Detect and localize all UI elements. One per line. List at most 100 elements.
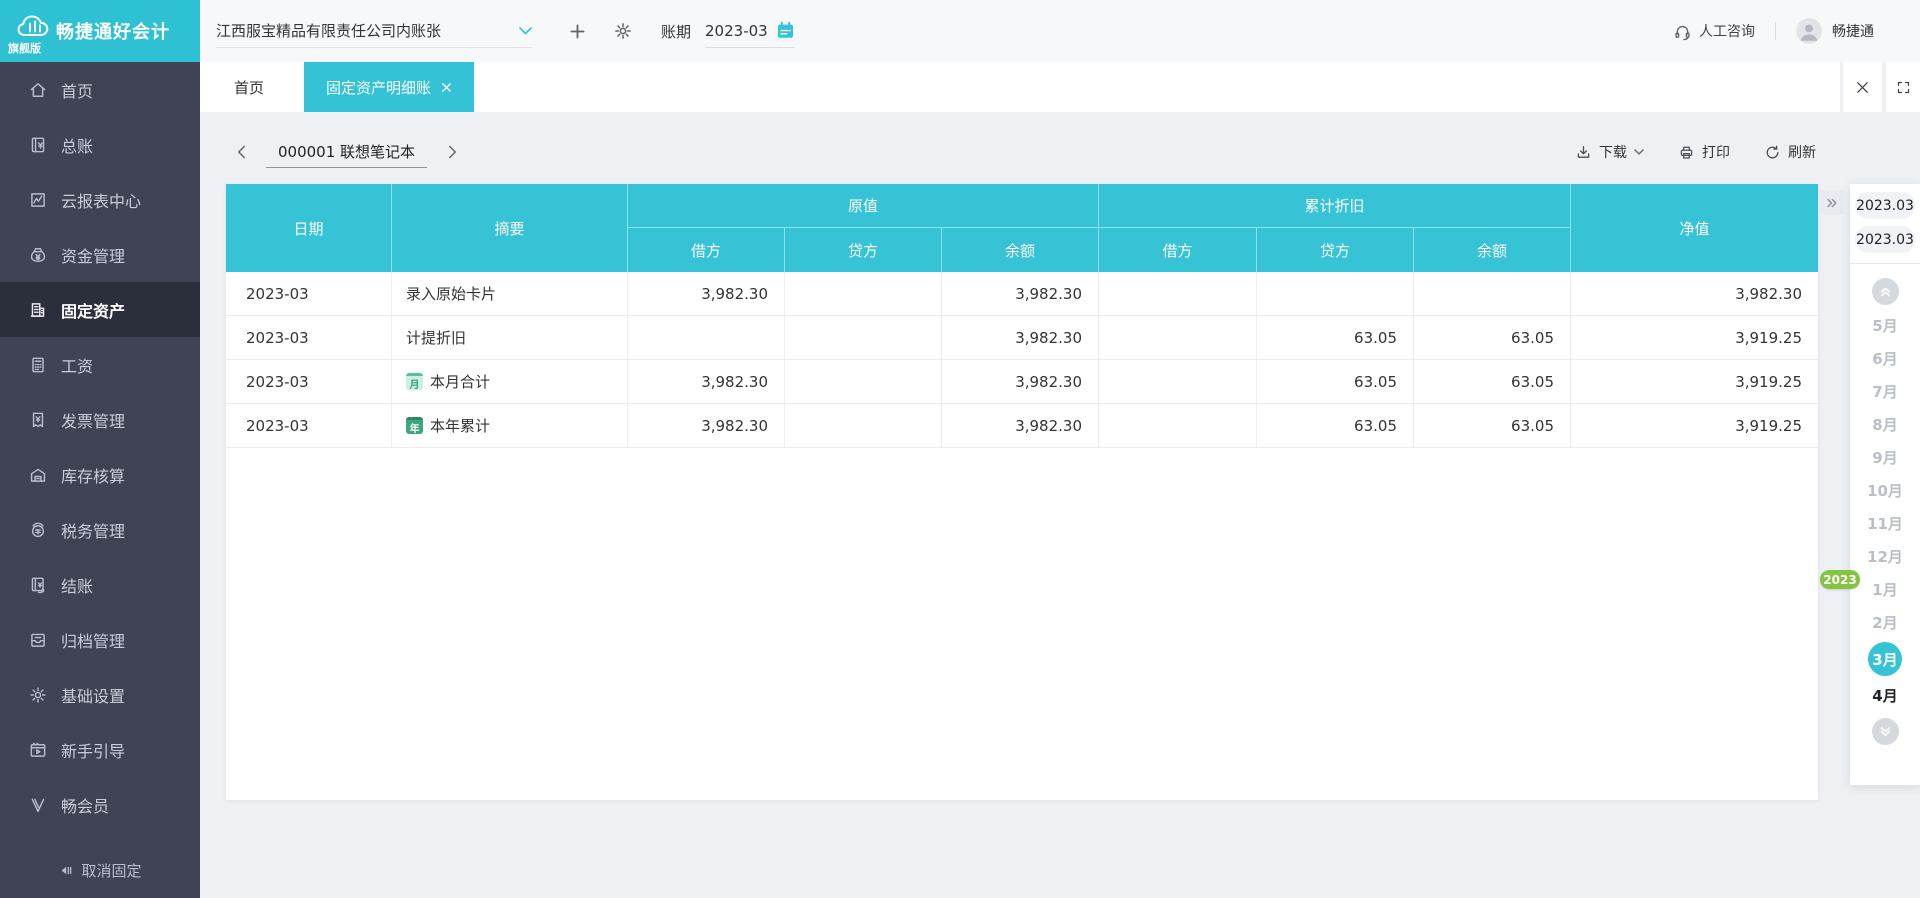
sidebar-item-member[interactable]: 畅会员 [0, 777, 200, 832]
month-item-9[interactable]: 9月 [1872, 449, 1898, 467]
sidebar-item-label: 总账 [61, 136, 94, 156]
cell-summary: 年 本年累计 [392, 404, 628, 447]
col-header-dep-credit: 贷方 [1257, 228, 1414, 272]
print-button[interactable]: 打印 [1678, 142, 1730, 162]
cell-ov-credit [785, 360, 942, 403]
period-label: 账期 [661, 22, 692, 41]
salary-icon [28, 355, 48, 375]
cell-net: 3,919.25 [1735, 372, 1802, 391]
cell-date: 2023-03 [226, 316, 392, 359]
asset-selector[interactable]: 000001 联想笔记本 [266, 137, 428, 168]
month-item-3-active[interactable]: 3月 [1850, 639, 1920, 679]
calendar-icon [776, 21, 795, 40]
cell-dep-debit [1099, 360, 1257, 403]
tab-label: 首页 [234, 78, 265, 97]
sidebar-item-label: 库存核算 [61, 466, 126, 486]
fullscreen-button[interactable] [1886, 62, 1920, 112]
period-picker[interactable]: 2023-03 [705, 14, 795, 48]
avatar[interactable] [1796, 18, 1822, 44]
sidebar-item-archive[interactable]: 归档管理 [0, 612, 200, 667]
sidebar-item-label: 归档管理 [61, 631, 126, 651]
sidebar-menu: 首页 总账 云报表中心 资金管理 [0, 62, 200, 832]
close-all-tabs-button[interactable] [1843, 62, 1882, 112]
cell-ov-balance: 3,982.30 [942, 404, 1099, 447]
company-name: 江西服宝精品有限责任公司内账张 [216, 22, 442, 40]
divider [1775, 22, 1776, 40]
month-item-11[interactable]: 11月 [1867, 515, 1903, 533]
cell-dep-credit: 63.05 [1257, 404, 1414, 447]
inventory-icon [28, 465, 48, 485]
month-panel-expander[interactable] [1820, 190, 1844, 215]
app-logo: 畅捷通好会计 旗舰版 [0, 0, 200, 62]
table-row: 2023-03 录入原始卡片 3,982.30 3,982.30 3,982.3… [226, 272, 1818, 316]
scroll-months-down-button[interactable] [1871, 718, 1899, 745]
month-item-2[interactable]: 2月 [1872, 614, 1898, 632]
month-item-1[interactable]: 1月 [1872, 581, 1898, 599]
sidebar-item-label: 基础设置 [61, 686, 126, 706]
month-list: 5月 6月 7月 8月 9月 10月 11月 12月 2023 1月 2月 3月… [1820, 309, 1920, 712]
period-pill-end[interactable]: 2023.03 [1855, 226, 1915, 253]
sidebar-item-cloud-report[interactable]: 云报表中心 [0, 172, 200, 227]
sidebar-item-settings[interactable]: 基础设置 [0, 667, 200, 722]
cell-summary: 计提折旧 [392, 316, 628, 359]
sidebar-item-salary[interactable]: 工资 [0, 337, 200, 392]
sidebar-item-general-ledger[interactable]: 总账 [0, 117, 200, 172]
month-item-12[interactable]: 12月 [1867, 548, 1903, 566]
cell-ov-balance: 3,982.30 [942, 272, 1099, 315]
sidebar-item-closing[interactable]: 结账 [0, 557, 200, 612]
tab-home[interactable]: 首页 [214, 62, 284, 112]
col-group-accumulated-depreciation: 累计折旧 [1099, 184, 1571, 228]
summary-text: 本月合计 [430, 373, 491, 391]
month-item-5[interactable]: 5月 [1872, 317, 1898, 335]
company-selector[interactable]: 江西服宝精品有限责任公司内账张 [216, 14, 532, 48]
sidebar-item-tax[interactable]: 税务管理 [0, 502, 200, 557]
add-account-button[interactable] [568, 22, 587, 41]
cell-dep-debit [1099, 316, 1257, 359]
refresh-label: 刷新 [1788, 145, 1816, 161]
sidebar-item-label: 结账 [61, 576, 94, 596]
unpin-sidebar-button[interactable]: 取消固定 [0, 850, 200, 890]
sidebar-item-label: 税务管理 [61, 521, 126, 541]
cell-date: 2023-03 [226, 404, 392, 447]
refresh-icon [1764, 144, 1781, 161]
month-item-8[interactable]: 8月 [1872, 416, 1898, 434]
user-name[interactable]: 畅捷通 [1832, 24, 1874, 40]
cell-dep-balance [1414, 272, 1571, 315]
period-pill-start[interactable]: 2023.03 [1855, 192, 1915, 219]
prev-asset-button[interactable] [230, 141, 252, 163]
sidebar-item-guide[interactable]: 新手引导 [0, 722, 200, 777]
download-button[interactable]: 下载 [1575, 142, 1644, 162]
month-item-7[interactable]: 7月 [1872, 383, 1898, 401]
sidebar-item-funds[interactable]: 资金管理 [0, 227, 200, 282]
sidebar-item-label: 云报表中心 [61, 191, 142, 211]
refresh-button[interactable]: 刷新 [1764, 142, 1816, 162]
cell-dep-credit: 63.05 [1257, 360, 1414, 403]
support-button[interactable]: 人工咨询 [1673, 21, 1755, 41]
sidebar-item-home[interactable]: 首页 [0, 62, 200, 117]
tab-close-icon[interactable] [441, 82, 452, 93]
headset-icon [1673, 22, 1692, 41]
month-item-6[interactable]: 6月 [1872, 350, 1898, 368]
guide-icon [28, 740, 48, 760]
scroll-months-up-button[interactable] [1871, 278, 1899, 305]
month-item-4[interactable]: 4月 [1872, 687, 1898, 705]
cell-summary: 月 本月合计 [392, 360, 628, 403]
gear-icon[interactable] [613, 21, 633, 41]
cell-dep-debit [1099, 404, 1257, 447]
sidebar-item-invoice[interactable]: 发票管理 [0, 392, 200, 447]
next-asset-button[interactable] [441, 141, 463, 163]
sidebar-item-inventory[interactable]: 库存核算 [0, 447, 200, 502]
cell-summary: 录入原始卡片 [392, 272, 628, 315]
chevron-down-icon [1634, 148, 1644, 156]
period-value: 2023-03 [705, 21, 768, 40]
cell-dep-balance: 63.05 [1414, 316, 1571, 359]
tab-fixed-asset-ledger[interactable]: 固定资产明细账 [304, 62, 475, 112]
tax-icon [28, 520, 48, 540]
sidebar-item-fixed-assets[interactable]: 固定资产 [0, 282, 200, 337]
month-item-10[interactable]: 10月 [1867, 482, 1903, 500]
cell-dep-balance: 63.05 [1414, 404, 1571, 447]
cell-ov-balance: 3,982.30 [942, 316, 1099, 359]
chevron-down-icon [519, 26, 532, 35]
member-icon [28, 795, 48, 815]
